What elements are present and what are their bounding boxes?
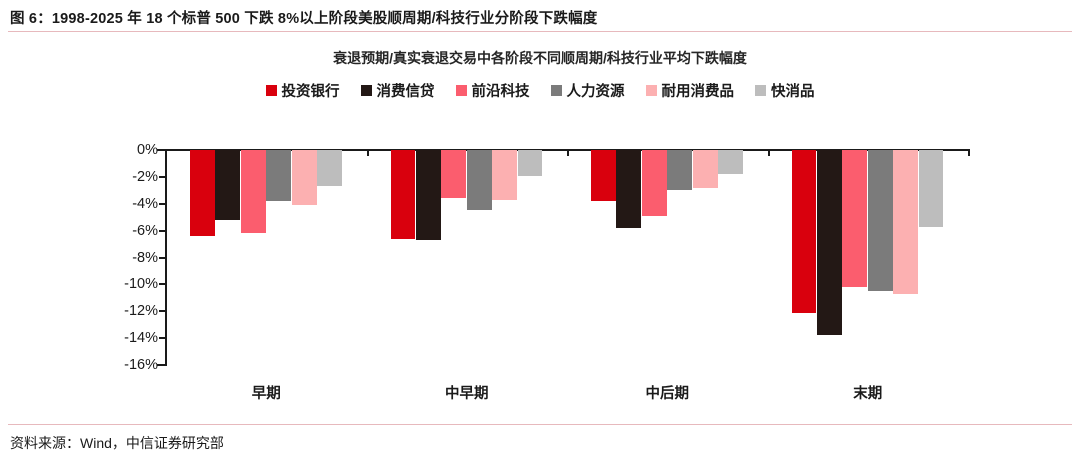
y-axis-tick [159, 202, 166, 205]
y-axis-labels: 0% -2% -4% -6% -8% -10% -12% -14% -16% [96, 142, 158, 373]
bar[interactable] [441, 150, 467, 199]
x-axis-tick [366, 149, 369, 156]
y-axis-tick-label: -16% [124, 357, 158, 373]
bar-group [591, 150, 743, 365]
legend-label: 人力资源 [566, 84, 625, 100]
y-axis-tick-label: -4% [132, 195, 158, 212]
chart-title: 衰退预期/真实衰退交易中各阶段不同顺周期/科技行业平均下跌幅度 [333, 50, 747, 66]
bar[interactable] [816, 150, 842, 336]
legend-item[interactable]: 耐用消费品 [645, 80, 735, 101]
plot-area: 早期 中早期 中后期 末期 [157, 149, 970, 402]
bar[interactable] [893, 150, 919, 294]
bar[interactable] [667, 150, 693, 191]
y-axis-tick [157, 364, 166, 366]
y-axis-tick-label: -6% [132, 222, 158, 239]
bar[interactable] [266, 150, 292, 202]
top-divider [8, 31, 1072, 32]
legend-swatch-icon [360, 85, 372, 96]
bar-group [791, 150, 944, 365]
bar[interactable] [415, 150, 441, 241]
bar[interactable] [641, 150, 667, 216]
bar[interactable] [616, 150, 642, 228]
legend-swatch-icon [455, 85, 467, 96]
y-axis-tick-label: -10% [124, 276, 158, 293]
legend-item[interactable]: 前沿科技 [455, 80, 530, 101]
bar[interactable] [190, 150, 215, 236]
x-axis-category-label: 中后期 [645, 386, 690, 402]
bar[interactable] [492, 150, 518, 200]
x-axis-tick [567, 149, 569, 156]
legend-item[interactable]: 快消品 [755, 80, 815, 101]
x-axis-category-label: 中早期 [445, 386, 489, 402]
bar[interactable] [517, 150, 543, 176]
legend-label: 投资银行 [281, 84, 340, 100]
legend-swatch-icon [265, 85, 277, 96]
legend-item[interactable]: 投资银行 [265, 80, 340, 101]
y-axis-tick [159, 256, 166, 259]
chart-legend: 投资银行 消费信贷 前沿科技 人力资源 耐用消费品 快消品 [0, 80, 1080, 101]
y-axis-tick-label: -12% [124, 303, 158, 320]
legend-label: 耐用消费品 [661, 84, 735, 100]
x-axis-category-label: 末期 [853, 386, 883, 402]
y-axis-tick [157, 149, 166, 151]
bar[interactable] [291, 150, 317, 206]
bar[interactable] [317, 150, 342, 187]
x-axis-category-label: 早期 [251, 386, 281, 402]
legend-swatch-icon [755, 85, 766, 96]
bar-group [190, 150, 342, 365]
y-axis-tick [159, 337, 166, 340]
bar[interactable] [867, 150, 893, 292]
bar[interactable] [918, 150, 944, 227]
bar[interactable] [591, 150, 616, 202]
legend-swatch-icon [645, 85, 657, 96]
x-axis-tick [767, 149, 770, 156]
bar-group [390, 150, 543, 365]
legend-item[interactable]: 人力资源 [550, 80, 625, 101]
y-axis-tick-label: -14% [124, 330, 158, 347]
bar[interactable] [718, 150, 743, 175]
bar[interactable] [692, 150, 718, 188]
bar[interactable] [466, 150, 492, 211]
legend-item[interactable]: 消费信贷 [360, 80, 435, 101]
y-axis-tick-label: -8% [132, 249, 158, 266]
y-axis-tick [159, 283, 166, 286]
bottom-divider [8, 424, 1072, 425]
legend-label: 消费信贷 [376, 84, 435, 100]
y-axis-tick [159, 175, 166, 178]
bar[interactable] [390, 150, 416, 239]
chart-container: 衰退预期/真实衰退交易中各阶段不同顺周期/科技行业平均下跌幅度 投资银行 消费信贷… [0, 36, 1080, 424]
y-axis-tick [159, 229, 166, 232]
legend-swatch-icon [550, 85, 562, 96]
figure-title: 图 6：1998-2025 年 18 个标普 500 下跌 8%以上阶段美股顺周… [10, 10, 598, 27]
source-note: 资料来源：Wind，中信证券研究部 [10, 435, 224, 451]
bar[interactable] [215, 150, 241, 220]
x-axis-tick [968, 149, 970, 156]
legend-label: 快消品 [771, 84, 815, 100]
zero-baseline [165, 149, 968, 151]
y-axis-line [165, 149, 167, 366]
bar[interactable] [240, 150, 266, 234]
y-axis-tick-label: -2% [132, 168, 158, 185]
y-axis-tick [159, 310, 166, 313]
bar[interactable] [842, 150, 868, 288]
y-axis-tick-label: 0% [137, 142, 158, 158]
bar[interactable] [791, 150, 817, 313]
legend-label: 前沿科技 [471, 84, 530, 100]
